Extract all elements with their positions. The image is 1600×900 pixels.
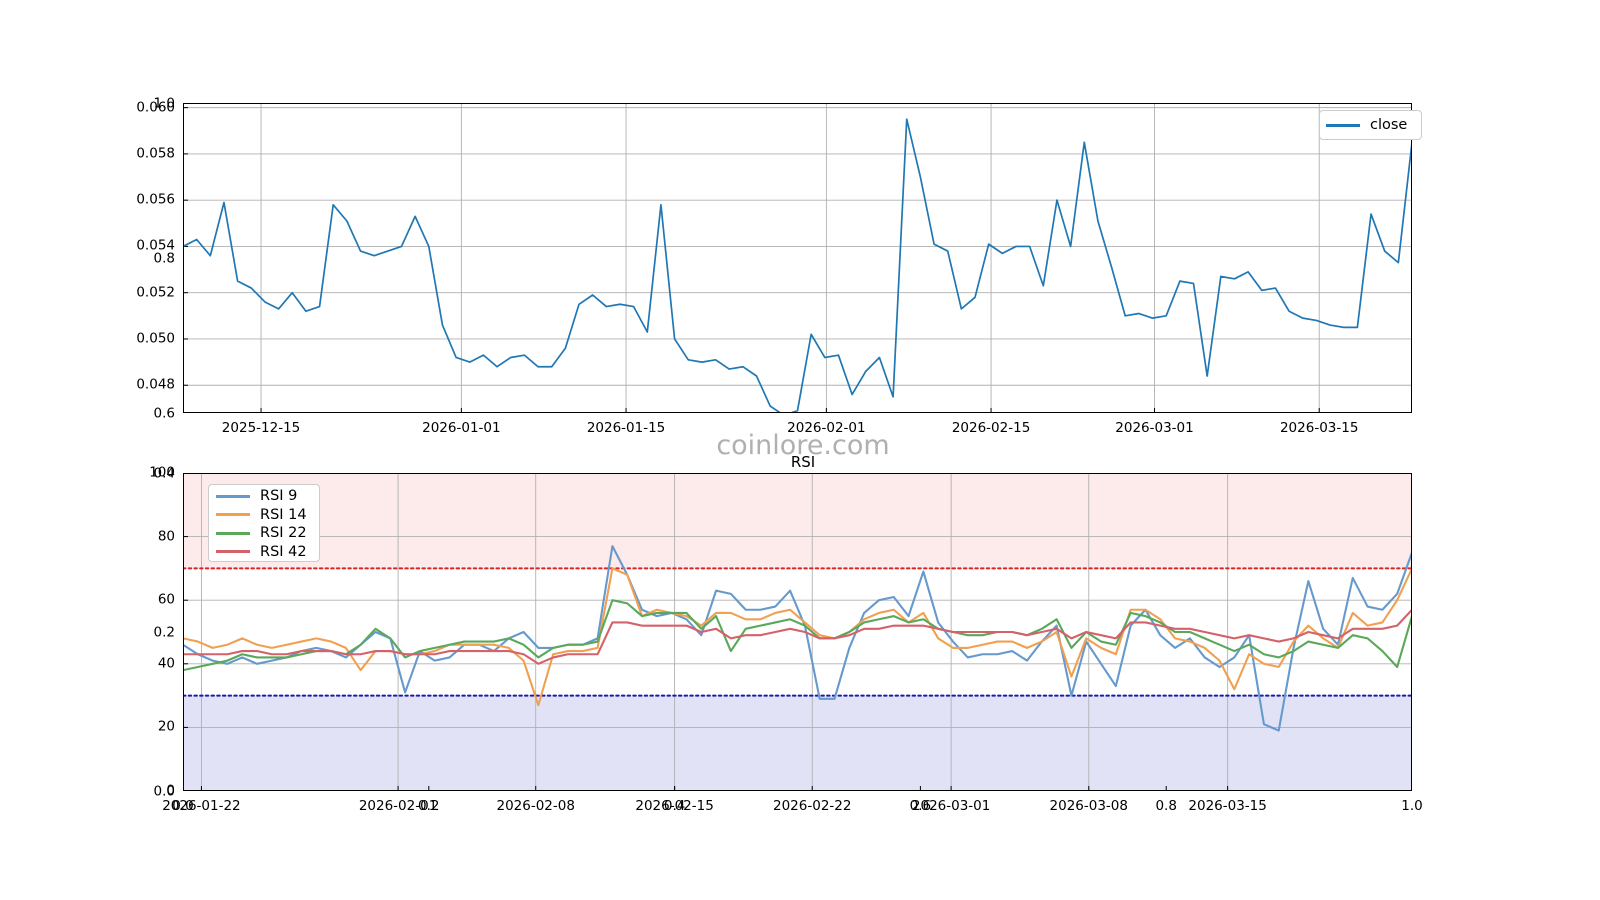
rsi-chart-panel [183, 473, 1412, 791]
rsi-y-tick-0: 0 [166, 782, 175, 799]
rsi14-line-swatch [216, 513, 250, 517]
watermark-coinlore: coinlore.com [716, 430, 890, 461]
rsi-y2-tick-0.2: 0.2 [153, 624, 175, 641]
price-chart-frame [183, 103, 1412, 413]
rsi22-line-swatch [216, 531, 250, 535]
rsi-x-tick-2026-02-08: 2026-02-08 [496, 798, 575, 814]
legend-item-rsi-42[interactable]: RSI 42 [216, 543, 312, 562]
rsi-x-tick-2026-02-22: 2026-02-22 [773, 798, 852, 814]
legend-label-rsi-22: RSI 22 [260, 525, 307, 542]
rsi-y2-tick-0.4: 0.4 [153, 465, 175, 482]
price-chart-panel [183, 103, 1412, 413]
rsi-y-tick-80: 80 [157, 527, 175, 544]
rsi-chart-title: RSI [790, 453, 816, 471]
legend-label-close: close [1370, 117, 1408, 133]
price-y-tick-0.058: 0.058 [136, 145, 175, 162]
rsi42-line-swatch [216, 550, 250, 554]
price-y2-tick-0.8: 0.8 [153, 250, 175, 267]
price-x-tick-2026-03-15: 2026-03-15 [1279, 420, 1359, 436]
price-y2-tick-1.0: 1.0 [153, 95, 175, 112]
rsi-x-tick-2026-03-01: 2026-03-01 [911, 798, 991, 814]
legend-label-rsi-14: RSI 14 [260, 506, 307, 523]
rsi-y-tick-20: 20 [157, 718, 175, 735]
legend-label-rsi-42: RSI 42 [260, 543, 307, 560]
price-chart-svg [183, 103, 1412, 413]
price-y-tick-0.052: 0.052 [136, 283, 175, 300]
rsi-x-tick-2026-03-08: 2026-03-08 [1049, 798, 1128, 814]
price-y-tick-0.060: 0.060 [136, 98, 175, 115]
rsi-x2-tick-0.0: 0.0 [172, 798, 194, 814]
rsi-x2-tick-0.6: 0.6 [909, 798, 932, 814]
rsi-x-tick-2026-02-01: 2026-02-01 [358, 798, 438, 814]
price-x-tick-2026-02-15: 2026-02-15 [951, 420, 1031, 436]
price-y-tick-0.056: 0.056 [136, 191, 175, 208]
rsi-chart-frame [183, 473, 1412, 791]
price-x-tick-2026-03-01: 2026-03-01 [1115, 420, 1194, 436]
rsi-x2-tick-1.0: 1.0 [1401, 798, 1423, 814]
rsi-x-tick-2026-01-22: 2026-01-22 [162, 798, 241, 814]
price-y2-tick-0.6: 0.6 [153, 405, 175, 422]
rsi9-line-swatch [216, 494, 250, 498]
price-x-tick-2026-01-15: 2026-01-15 [586, 420, 666, 436]
price-legend: close [1319, 110, 1422, 140]
price-x-tick-2026-02-01: 2026-02-01 [787, 420, 866, 436]
legend-item-rsi-14[interactable]: RSI 14 [216, 506, 312, 525]
price-x-tick-2025-12-15: 2025-12-15 [221, 420, 301, 436]
rsi-x2-tick-0.2: 0.2 [418, 798, 440, 814]
rsi-x-tick-2026-03-15: 2026-03-15 [1188, 798, 1267, 814]
rsi-legend: RSI 9 RSI 14 RSI 22 RSI 42 [208, 484, 320, 562]
legend-label-rsi-9: RSI 9 [260, 488, 298, 505]
rsi-y-tick-40: 40 [157, 655, 175, 672]
price-y-tick-0.048: 0.048 [136, 376, 175, 393]
legend-item-rsi-9[interactable]: RSI 9 [216, 487, 312, 506]
rsi-y-tick-60: 60 [157, 591, 175, 608]
rsi-x2-tick-0.4: 0.4 [663, 798, 686, 814]
legend-item-close[interactable]: close [1326, 114, 1415, 136]
legend-item-rsi-22[interactable]: RSI 22 [216, 524, 312, 543]
rsi-y-tick-100: 100 [149, 464, 175, 481]
price-x-tick-2026-01-01: 2026-01-01 [422, 420, 501, 436]
rsi-x-tick-2026-02-15: 2026-02-15 [635, 798, 714, 814]
price-y-tick-0.054: 0.054 [136, 237, 175, 254]
rsi-x2-tick-0.8: 0.8 [1155, 798, 1177, 814]
rsi-chart-svg [183, 473, 1412, 791]
rsi-y2-tick-0.0: 0.0 [153, 783, 175, 800]
close-line-swatch [1326, 123, 1360, 127]
price-y-tick-0.050: 0.050 [136, 330, 175, 347]
